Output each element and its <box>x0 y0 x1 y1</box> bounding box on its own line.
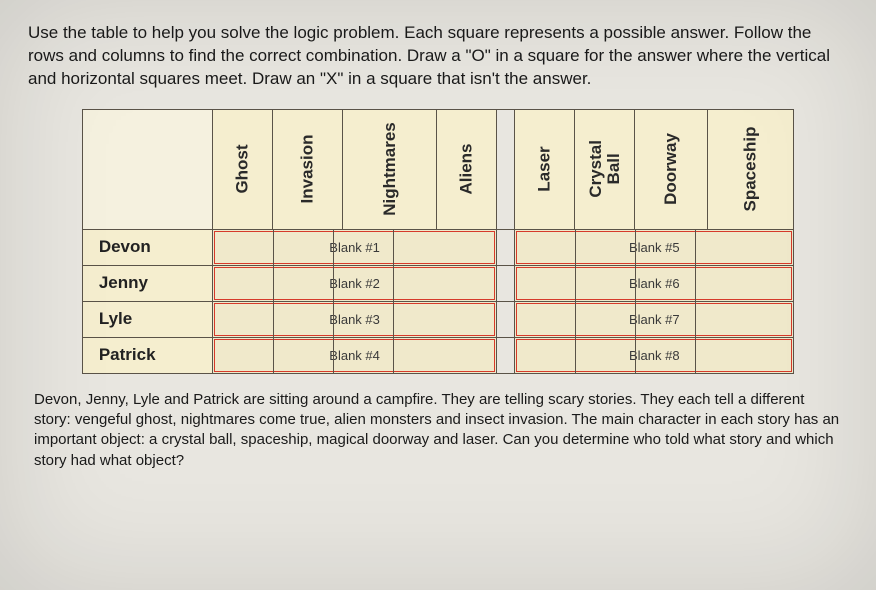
blank-cell-5[interactable]: Blank #5 <box>515 229 794 265</box>
blank-label: Blank #7 <box>629 312 680 327</box>
grid-vline <box>635 266 636 301</box>
blank-label: Blank #5 <box>629 240 680 255</box>
col-header-invasion: Invasion <box>272 109 342 229</box>
grid-vline <box>273 338 274 373</box>
column-gap <box>497 109 515 229</box>
grid-vline <box>393 230 394 265</box>
story-text: Devon, Jenny, Lyle and Patrick are sitti… <box>28 390 848 471</box>
grid-vline <box>333 338 334 373</box>
blank-label: Blank #4 <box>329 348 380 363</box>
grid-vline <box>333 230 334 265</box>
instructions-text: Use the table to help you solve the logi… <box>28 22 848 91</box>
blank-cell-6[interactable]: Blank #6 <box>515 265 794 301</box>
grid-vline <box>695 302 696 337</box>
grid-vline <box>575 302 576 337</box>
col-label: Invasion <box>297 135 317 204</box>
blank-label: Blank #1 <box>329 240 380 255</box>
worksheet-page: Use the table to help you solve the logi… <box>0 0 876 590</box>
column-gap <box>497 229 515 265</box>
blank-cell-7[interactable]: Blank #7 <box>515 301 794 337</box>
col-label: Ghost <box>232 145 252 194</box>
grid-vline <box>393 338 394 373</box>
row-name-patrick: Patrick <box>82 337 212 373</box>
column-gap <box>497 265 515 301</box>
col-label: Nightmares <box>380 123 400 217</box>
col-header-aliens: Aliens <box>437 109 497 229</box>
blank-cell-4[interactable]: Blank #4 <box>212 337 497 373</box>
grid-vline <box>575 230 576 265</box>
row-name-devon: Devon <box>82 229 212 265</box>
col-label: CrystalBall <box>587 140 623 198</box>
logic-grid-table: Ghost Invasion Nightmares Aliens Laser C… <box>82 109 794 374</box>
grid-vline <box>273 230 274 265</box>
col-label: Laser <box>535 147 555 192</box>
blank-cell-8[interactable]: Blank #8 <box>515 337 794 373</box>
col-header-doorway: Doorway <box>635 109 708 229</box>
blank-label: Blank #3 <box>329 312 380 327</box>
grid-vline <box>273 302 274 337</box>
blank-label: Blank #8 <box>629 348 680 363</box>
blank-label: Blank #6 <box>629 276 680 291</box>
blank-label: Blank #2 <box>329 276 380 291</box>
header-row: Ghost Invasion Nightmares Aliens Laser C… <box>82 109 793 229</box>
grid-vline <box>575 338 576 373</box>
col-label: Spaceship <box>741 127 761 212</box>
grid-vline <box>393 302 394 337</box>
blank-cell-3[interactable]: Blank #3 <box>212 301 497 337</box>
col-header-crystal-ball: CrystalBall <box>575 109 635 229</box>
row-patrick: Patrick Blank #4 Blank #8 <box>82 337 793 373</box>
row-name-jenny: Jenny <box>82 265 212 301</box>
col-header-laser: Laser <box>515 109 575 229</box>
col-header-spaceship: Spaceship <box>708 109 794 229</box>
col-label: Aliens <box>457 144 477 195</box>
grid-vline <box>333 302 334 337</box>
grid-vline <box>635 302 636 337</box>
column-gap <box>497 337 515 373</box>
blank-cell-1[interactable]: Blank #1 <box>212 229 497 265</box>
col-label: Doorway <box>661 133 681 205</box>
grid-vline <box>393 266 394 301</box>
row-lyle: Lyle Blank #3 Blank #7 <box>82 301 793 337</box>
grid-vline <box>635 338 636 373</box>
grid-vline <box>635 230 636 265</box>
col-header-ghost: Ghost <box>212 109 272 229</box>
grid-vline <box>695 338 696 373</box>
row-name-lyle: Lyle <box>82 301 212 337</box>
blank-cell-2[interactable]: Blank #2 <box>212 265 497 301</box>
column-gap <box>497 301 515 337</box>
grid-vline <box>333 266 334 301</box>
grid-vline <box>273 266 274 301</box>
row-jenny: Jenny Blank #2 Blank #6 <box>82 265 793 301</box>
row-devon: Devon Blank #1 Blank #5 <box>82 229 793 265</box>
grid-vline <box>695 230 696 265</box>
grid-vline <box>575 266 576 301</box>
corner-cell <box>82 109 212 229</box>
grid-vline <box>695 266 696 301</box>
col-header-nightmares: Nightmares <box>342 109 437 229</box>
